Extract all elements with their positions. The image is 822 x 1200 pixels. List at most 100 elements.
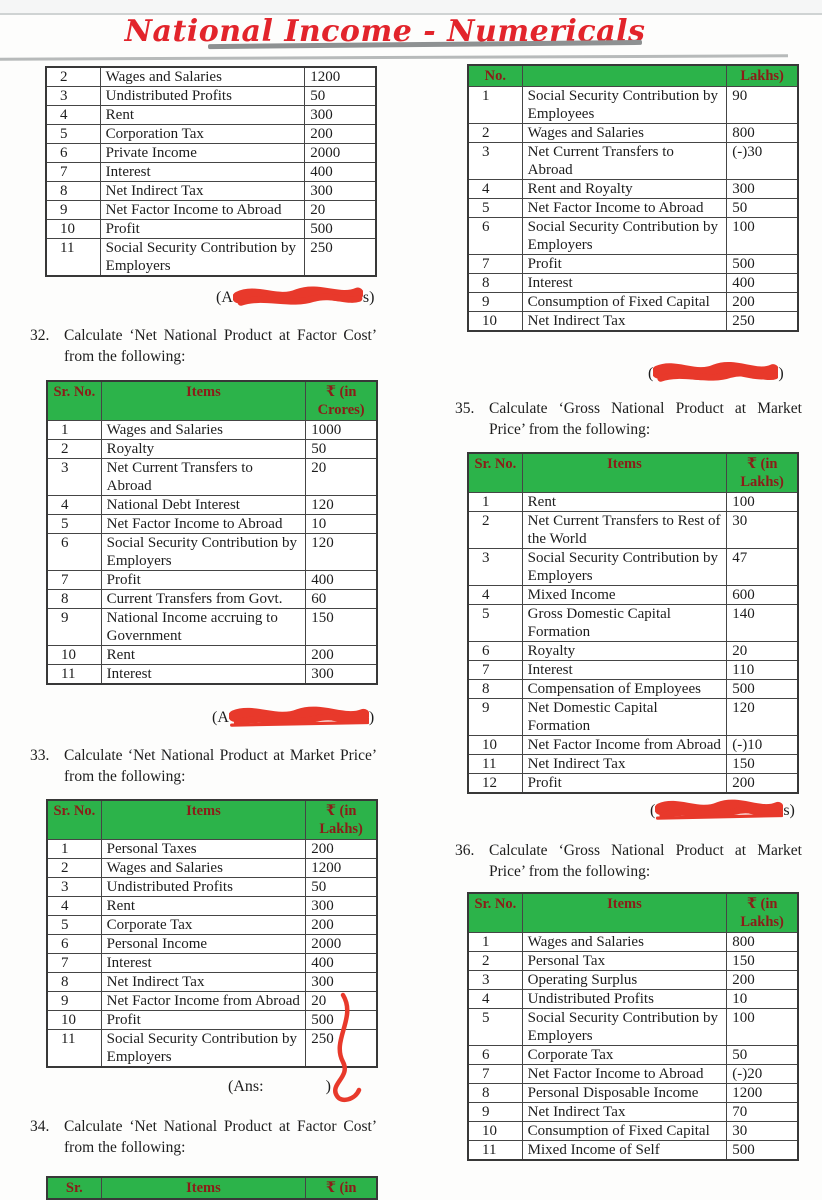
table-row: 8 Current Transfers from Govt. 60 [46,589,378,609]
row-sr-cell: 1 [46,839,102,859]
divider-light [0,54,789,61]
table-row: 8 Net Indirect Tax 300 [46,972,378,992]
answer-prefix: (A [212,709,229,726]
row-value-cell: 300 [305,972,378,992]
row-sr-cell: 3 [467,548,523,586]
table-q34-partial: Sr. Items ₹ (in [46,1176,378,1200]
table-row: 5 Social Security Contribution by Employ… [467,1008,799,1046]
row-item-cell: Social Security Contribution by Employer… [100,533,307,571]
row-item-cell: Interest [100,953,307,973]
table-row: 1 Wages and Salaries 800 [467,932,799,952]
table-row: 5 Net Factor Income to Abroad 50 [467,198,799,218]
row-item-cell: Corporation Tax [99,124,306,144]
header-sr: Sr. No. [467,892,523,933]
row-sr-cell: 8 [467,273,523,293]
table-row: 9 Net Indirect Tax 70 [467,1102,799,1122]
row-value-cell: 300 [305,896,378,916]
row-value-cell: 1200 [726,1083,799,1103]
row-sr-cell: 10 [467,1121,523,1141]
table-row: 5 Corporation Tax 200 [45,124,377,144]
row-item-cell: Personal Taxes [100,839,307,859]
row-value-cell: 300 [304,105,377,125]
table-row: 10 Consumption of Fixed Capital 30 [467,1121,799,1141]
table-continued-right: No. Lakhs) 1 Social Security Contributio… [467,64,799,332]
table-header-row: Sr. No. Items ₹ (in Lakhs) [467,892,799,933]
row-value-cell: 200 [304,124,377,144]
table-row: 2 Personal Tax 150 [467,951,799,971]
row-value-cell: 200 [305,839,378,859]
row-value-cell: 100 [726,1008,799,1046]
row-item-cell: Royalty [100,439,307,459]
table-row: 4 National Debt Interest 120 [46,495,378,515]
header-sr: Sr. No. [467,452,523,493]
row-item-cell: Wages and Salaries [100,858,307,878]
row-sr-cell: 12 [467,773,523,794]
row-sr-cell: 2 [46,439,102,459]
table-header-row: Sr. No. Items ₹ (in Lakhs) [467,452,799,493]
table-row: 9 Net Factor Income from Abroad 20 [46,991,378,1011]
row-item-cell: Profit [99,219,306,239]
row-item-cell: Net Indirect Tax [99,181,306,201]
question-32: 32. Calculate ‘Net National Product at F… [30,325,377,367]
header-sr: Sr. [46,1176,102,1200]
answer-suffix: s) [783,802,795,819]
row-item-cell: Profit [521,773,728,794]
row-item-cell: Net Factor Income to Abroad [521,1064,728,1084]
row-value-cell: 50 [305,439,378,459]
table-row: 2 Wages and Salaries 800 [467,123,799,143]
row-item-cell: Net Indirect Tax [521,311,728,332]
row-item-cell: Social Security Contribution by Employee… [521,86,728,124]
row-sr-cell: 5 [467,1008,523,1046]
row-sr-cell: 3 [467,970,523,990]
row-value-cell: 90 [726,86,799,124]
table-header-row: Sr. Items ₹ (in [46,1176,378,1200]
row-sr-cell: 8 [467,679,523,699]
table-row: 7 Interest 400 [45,162,377,182]
row-sr-cell: 9 [46,991,102,1011]
header-items [521,64,728,87]
row-item-cell: Rent [99,105,306,125]
row-item-cell: Rent [100,645,307,665]
row-item-cell: Net Current Transfers to Abroad [100,458,307,496]
row-value-cell: 120 [305,533,378,571]
row-sr-cell: 4 [45,105,101,125]
row-item-cell: Undistributed Profits [99,86,306,106]
table-row: 1 Personal Taxes 200 [46,839,378,859]
row-item-cell: Corporate Tax [100,915,307,935]
answer-suffix: ) [368,709,375,726]
row-item-cell: Social Security Contribution by Employer… [100,1029,307,1068]
table-row: 8 Compensation of Employees 500 [467,679,799,699]
table-row: 5 Gross Domestic Capital Formation 140 [467,604,799,642]
answer-close: ) [325,1078,331,1095]
row-value-cell: (-)10 [726,735,799,755]
row-value-cell: 2000 [305,934,378,954]
row-sr-cell: 2 [467,123,523,143]
table-row: 6 Social Security Contribution by Employ… [46,533,378,571]
row-item-cell: Net Factor Income to Abroad [100,514,307,534]
table-q32: Sr. No. Items ₹ (in Crores) 1 Wages and … [46,380,378,685]
row-value-cell: 250 [304,238,377,277]
answer-scribble [232,286,363,306]
row-item-cell: Mixed Income of Self [521,1140,728,1161]
table-row: 11 Social Security Contribution by Emplo… [45,238,377,277]
table-row: 11 Interest 300 [46,664,378,685]
row-value-cell: 2000 [304,143,377,163]
red-squiggle-mark [325,992,367,1119]
header-items: Items [100,380,307,421]
table-row: 2 Royalty 50 [46,439,378,459]
table-continued-left: 2 Wages and Salaries 1200 3 Undistribute… [45,66,377,277]
row-sr-cell: 3 [46,877,102,897]
table-row: 2 Wages and Salaries 1200 [46,858,378,878]
row-sr-cell: 5 [46,514,102,534]
row-item-cell: Royalty [521,641,728,661]
row-item-cell: Wages and Salaries [100,420,307,440]
table-row: 3 Operating Surplus 200 [467,970,799,990]
row-value-cell: 60 [305,589,378,609]
row-item-cell: Net Factor Income from Abroad [521,735,728,755]
table-header-row: No. Lakhs) [467,64,799,87]
row-sr-cell: 5 [46,915,102,935]
answer-line: (s) [650,799,795,821]
table-row: 4 Undistributed Profits 10 [467,989,799,1009]
table-row: 9 Net Domestic Capital Formation 120 [467,698,799,736]
table-q36: Sr. No. Items ₹ (in Lakhs) 1 Wages and S… [467,892,799,1161]
